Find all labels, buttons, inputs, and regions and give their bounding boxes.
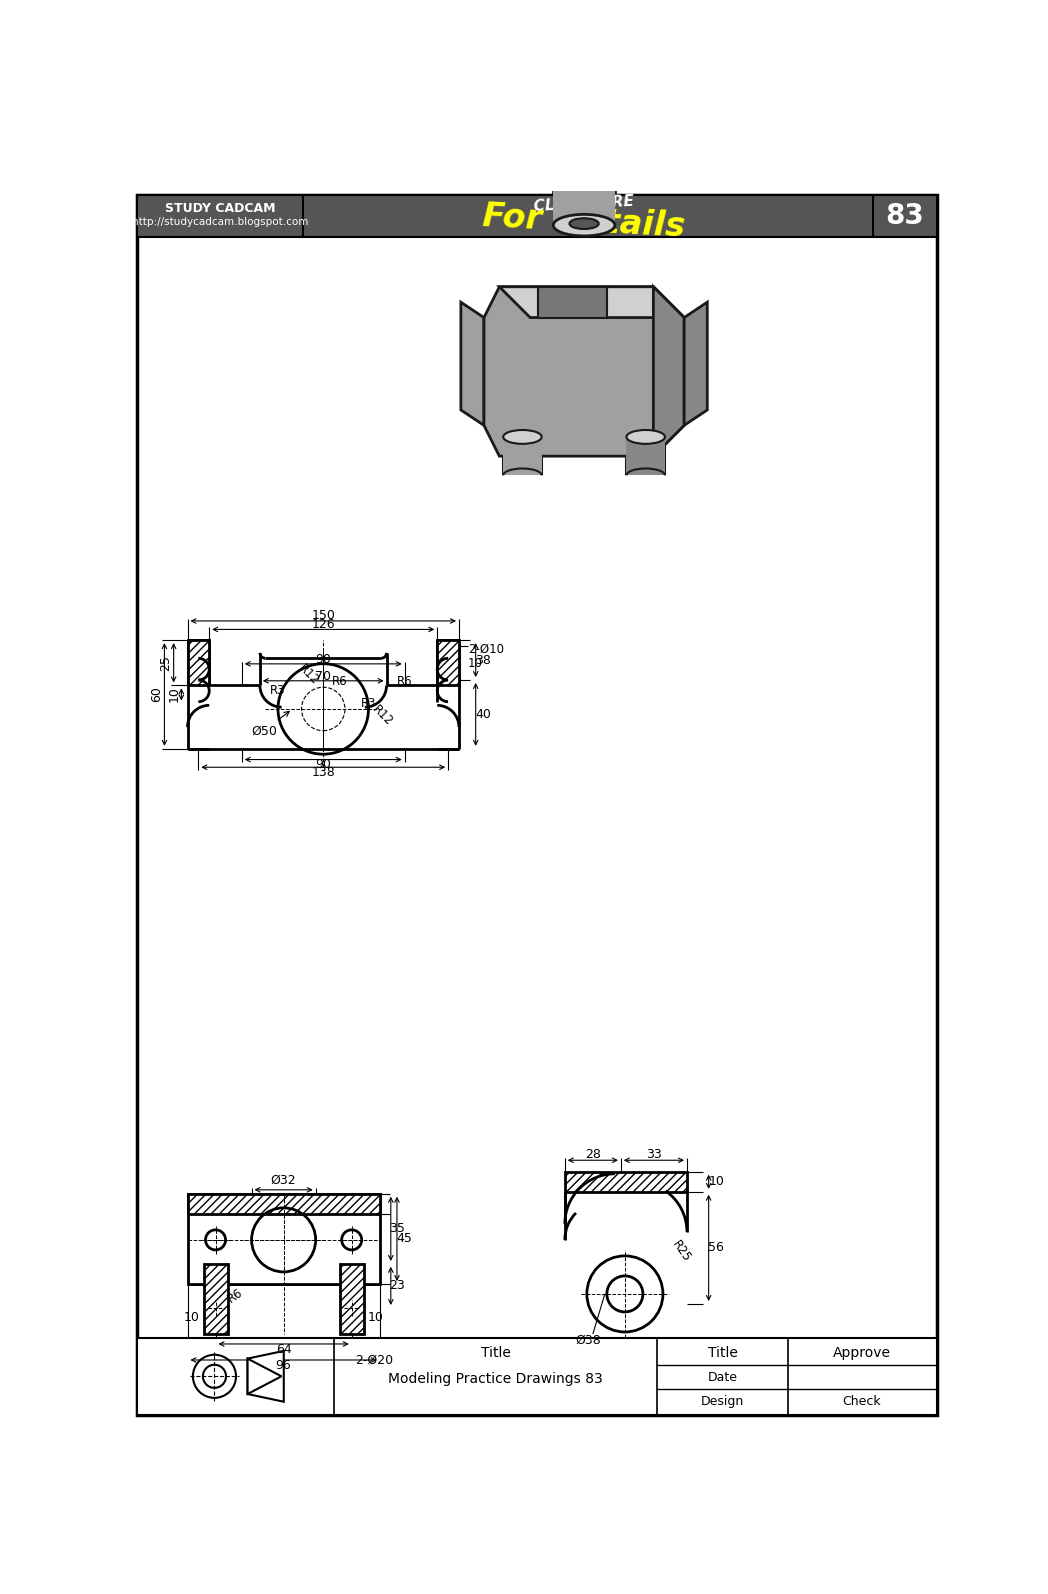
Bar [137,194,937,238]
Text: 70: 70 [315,669,331,682]
Text: 10: 10 [708,1175,724,1188]
Polygon shape [247,1350,284,1401]
Text: R6: R6 [332,676,347,689]
Text: 56: 56 [708,1242,724,1254]
Text: CLICK HERE: CLICK HERE [533,193,634,214]
Bar [203,1264,227,1334]
Text: 40: 40 [476,708,492,720]
Text: Check: Check [843,1395,881,1408]
Polygon shape [565,1192,686,1283]
Text: 2-Ø20: 2-Ø20 [355,1353,394,1366]
Text: Date: Date [707,1371,738,1384]
Polygon shape [538,287,607,317]
Ellipse shape [569,218,598,230]
Text: 138: 138 [311,767,335,779]
Bar [137,1337,937,1415]
Text: Title: Title [707,1347,738,1360]
Text: R6: R6 [397,676,413,689]
Text: 96: 96 [276,1358,291,1372]
Text: 10: 10 [468,657,483,669]
Bar [188,1194,379,1283]
Polygon shape [553,148,615,225]
Text: 33: 33 [646,1148,661,1162]
Bar [340,1264,364,1334]
Text: Ø50: Ø50 [250,711,289,738]
Bar [188,641,210,685]
Text: 35: 35 [389,1223,405,1235]
Polygon shape [484,287,684,456]
Text: R25: R25 [669,1239,693,1266]
Text: R12: R12 [296,662,322,687]
Text: R3: R3 [361,697,376,709]
Text: 10: 10 [168,687,181,703]
Bar [188,641,459,749]
Text: R3: R3 [270,684,286,697]
Polygon shape [503,437,542,475]
Text: 90: 90 [315,759,331,771]
Text: 64: 64 [276,1342,291,1356]
Polygon shape [247,1358,282,1395]
Text: R6: R6 [225,1286,245,1305]
Text: 28: 28 [585,1148,601,1162]
Text: Ø32: Ø32 [270,1173,297,1186]
Ellipse shape [503,430,542,443]
Text: 10: 10 [183,1312,200,1325]
Text: 45: 45 [397,1232,413,1245]
Text: Modeling Practice Drawings 83: Modeling Practice Drawings 83 [388,1371,603,1385]
Text: R12: R12 [370,703,396,728]
Bar [188,1194,379,1215]
Text: Title: Title [481,1347,510,1360]
Bar [437,641,459,685]
Ellipse shape [627,430,664,443]
Bar [565,1172,686,1192]
Polygon shape [653,287,684,456]
Text: Ø38: Ø38 [575,1334,601,1347]
Text: For Details: For Details [482,201,686,244]
Text: Design: Design [701,1395,744,1408]
Polygon shape [627,437,664,475]
Polygon shape [499,287,684,317]
Polygon shape [461,303,484,426]
Polygon shape [684,303,707,426]
Text: 2-Ø10: 2-Ø10 [468,642,504,655]
Text: 60: 60 [150,687,163,703]
Text: 25: 25 [159,655,173,671]
Ellipse shape [553,214,615,236]
Text: 38: 38 [476,654,492,666]
Text: 90: 90 [315,654,331,666]
Text: STUDY CADCAM: STUDY CADCAM [165,202,276,215]
Text: 10: 10 [368,1312,384,1325]
Text: 126: 126 [311,618,335,631]
Text: http://studycadcam.blogspot.com: http://studycadcam.blogspot.com [132,217,308,226]
Text: 23: 23 [389,1280,405,1293]
Text: 150: 150 [311,609,335,622]
Text: Approve: Approve [833,1347,891,1360]
Text: 83: 83 [885,202,923,230]
